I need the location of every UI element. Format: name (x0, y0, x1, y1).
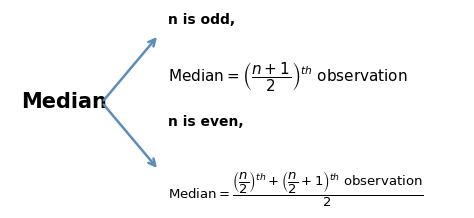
Text: $\mathrm{Median} = \dfrac{\left(\dfrac{n}{2}\right)^{th} + \left(\dfrac{n}{2}+1\: $\mathrm{Median} = \dfrac{\left(\dfrac{n… (168, 170, 424, 209)
Text: n is odd,: n is odd, (168, 13, 236, 27)
Text: $\mathrm{Median} = \left(\dfrac{n+1}{2}\right)^{th}\ \mathrm{observation}$: $\mathrm{Median} = \left(\dfrac{n+1}{2}\… (168, 60, 408, 93)
Text: n is even,: n is even, (168, 115, 244, 129)
Text: Median: Median (21, 92, 107, 112)
